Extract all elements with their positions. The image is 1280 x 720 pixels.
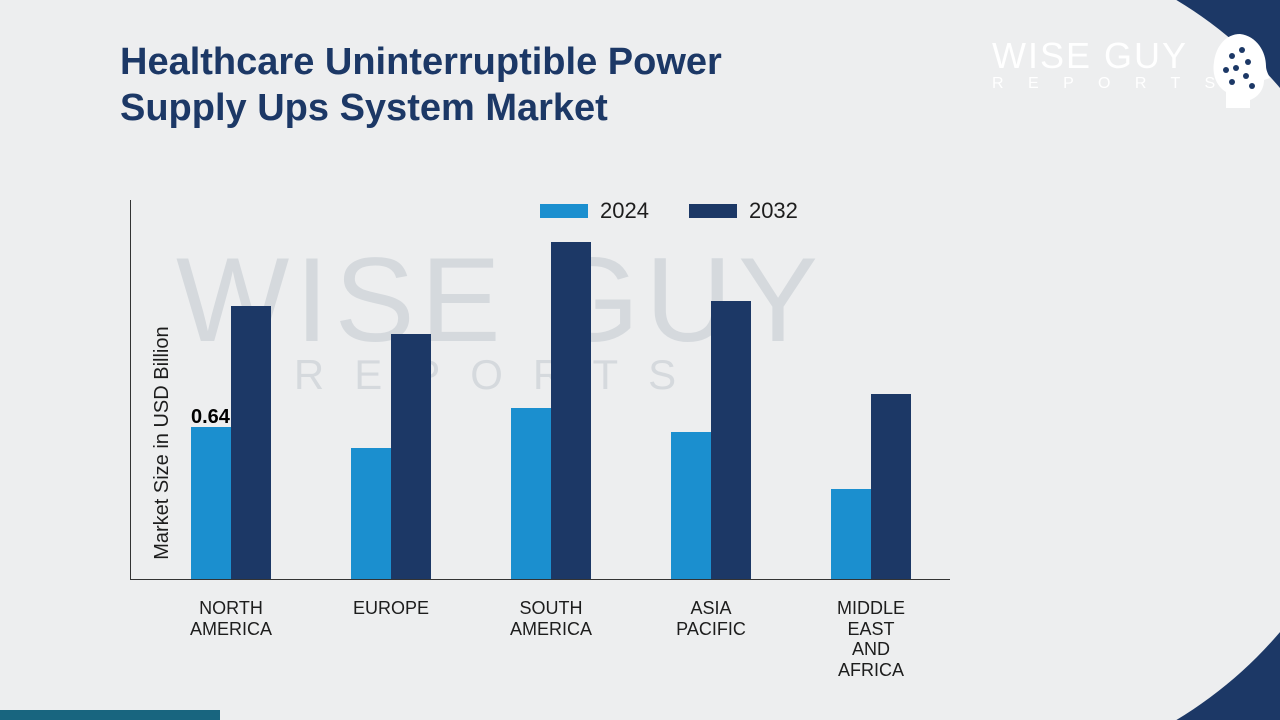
- bottom-accent-bar: [0, 710, 220, 720]
- bar: [671, 432, 711, 579]
- y-tick-label: 0.64: [191, 406, 230, 429]
- bar: [711, 301, 751, 579]
- page: WISE GUY R E P O R T S WISE GUY REPORTS …: [0, 0, 1280, 720]
- bar: [351, 448, 391, 579]
- bar: [231, 306, 271, 579]
- bar: [391, 334, 431, 579]
- brand-logo: WISE GUY R E P O R T S: [992, 38, 1252, 92]
- bar: [511, 408, 551, 579]
- bar: [551, 242, 591, 579]
- bar: [871, 394, 911, 579]
- category-label: ASIAPACIFIC: [631, 598, 791, 639]
- brand-logo-sub: R E P O R T S: [992, 76, 1252, 92]
- category-label: SOUTHAMERICA: [471, 598, 631, 639]
- category-label: EUROPE: [311, 598, 471, 619]
- bar: [831, 489, 871, 579]
- brand-logo-main: WISE GUY: [992, 38, 1252, 74]
- right-brand-panel: WISE GUY R E P O R T S: [960, 0, 1280, 720]
- bar: [191, 427, 231, 579]
- category-label: NORTHAMERICA: [151, 598, 311, 639]
- chart-area: Market Size in USD Billion 0.64NORTHAMER…: [60, 190, 960, 710]
- chart-title: Healthcare Uninterruptible Power Supply …: [120, 40, 840, 131]
- category-label: MIDDLEEASTANDAFRICA: [791, 598, 951, 681]
- plot-area: 0.64NORTHAMERICAEUROPESOUTHAMERICAASIAPA…: [130, 200, 950, 580]
